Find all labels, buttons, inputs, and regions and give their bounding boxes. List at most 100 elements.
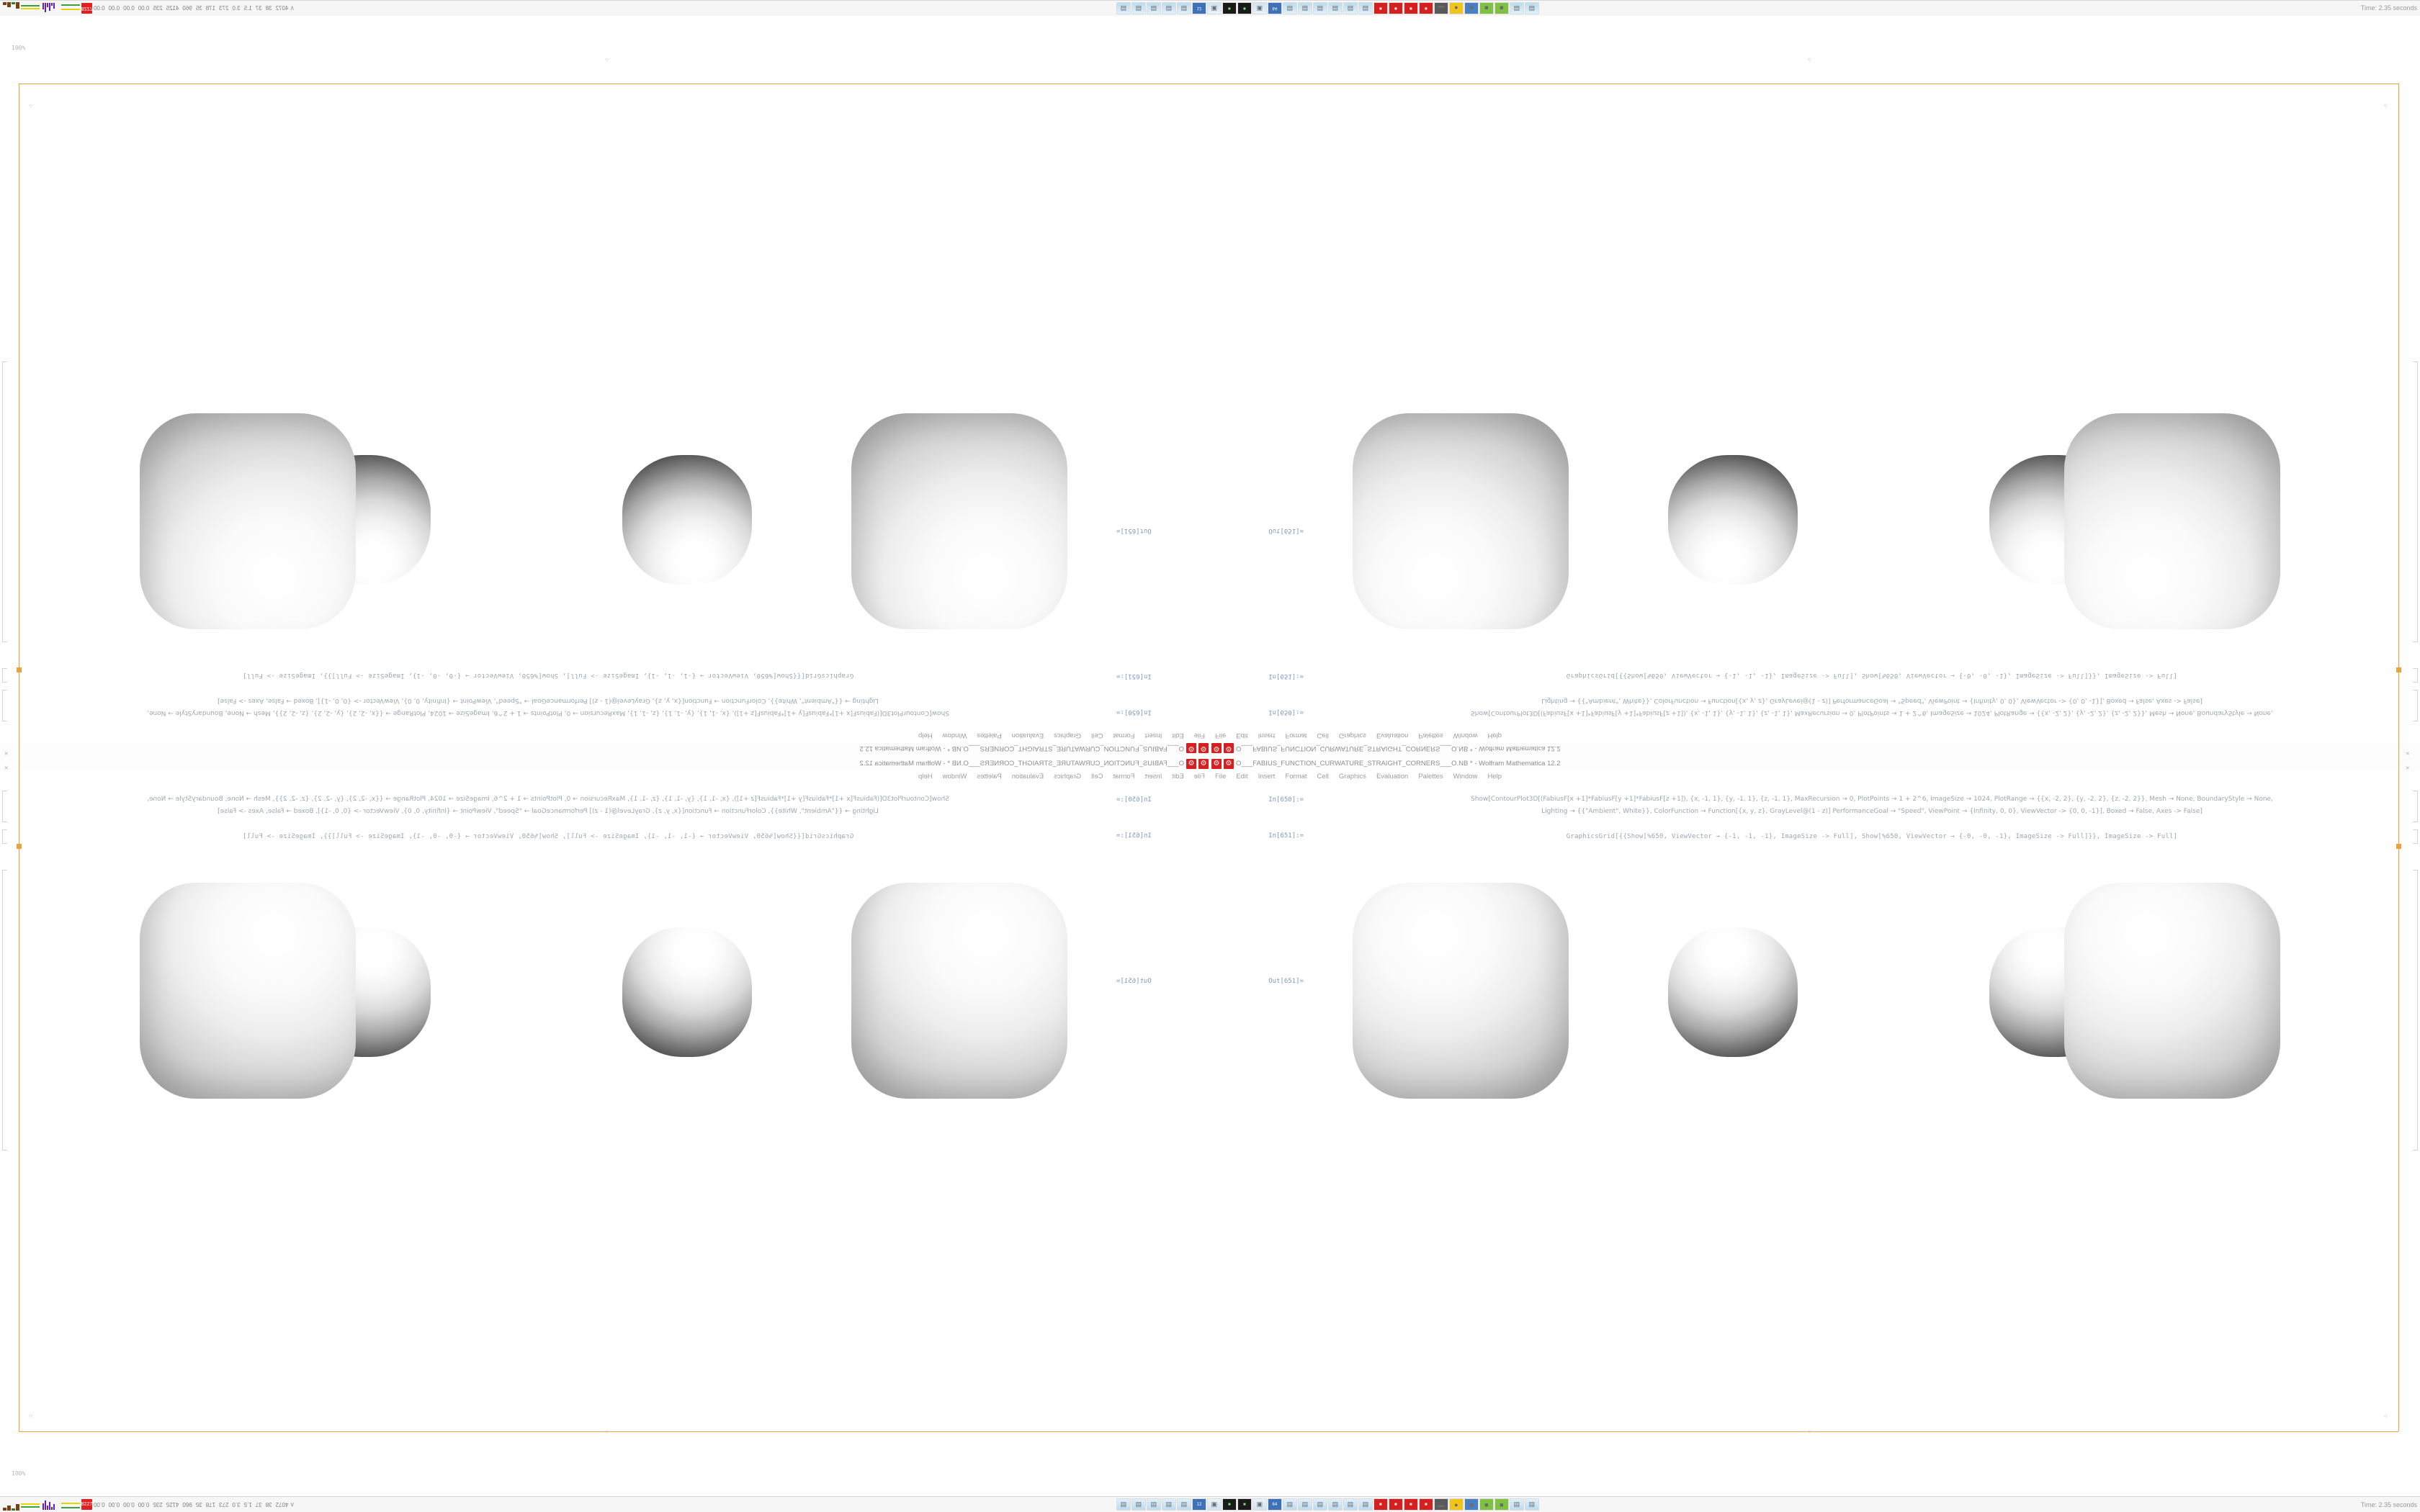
menu-item-insert[interactable]: Insert: [1144, 773, 1162, 780]
menu-item-palettes[interactable]: Palettes: [1418, 773, 1443, 780]
menu-item-format[interactable]: Format: [1113, 732, 1135, 739]
cell-code[interactable]: Show[ContourPlot3D[(FabiusF[x +1]*Fabius…: [1332, 793, 2411, 818]
notebook-quadrant-bottom-right[interactable]: ⚙ ⚙ O___FABIUS_FUNCTION_CURWATURE_STRAIGHT…: [1210, 756, 2420, 1496]
cell-bracket[interactable]: [2413, 690, 2418, 721]
gear-icon[interactable]: ⚙: [1198, 758, 1209, 769]
notepad-window[interactable]: ▤: [1282, 2, 1297, 14]
menu-item-cell[interactable]: Cell: [1317, 732, 1329, 739]
mathematica-64[interactable]: 64: [1267, 1498, 1282, 1511]
menu-item-window[interactable]: Window: [942, 732, 967, 739]
taskbar-window-list-bottom[interactable]: ▤ ▤ ▤ ▤ ▤ 12 ▣ ■ ■ ▣ 64 ▤ ▤ ▤ ▤ ▤ ▤ ■ ■ ■ ■ ▬ ● ■ ■ ■ ▤ ▤: [297, 1498, 2358, 1511]
cell-code[interactable]: Show[ContourPlot3D[(FabiusF[x +1]*Fabius…: [9, 793, 1088, 818]
notepad-window[interactable]: ▤: [1509, 2, 1524, 14]
chevron-icon[interactable]: ∧: [290, 4, 295, 12]
red-app-window[interactable]: ■: [1418, 2, 1433, 14]
input-cell[interactable]: In[651]:= GraphicsGrid[{{Show[%650, ViewV…: [0, 665, 1210, 684]
mathematica-64[interactable]: 64: [1267, 2, 1282, 14]
graphics-grid[interactable]: [1210, 347, 2420, 657]
menu-item-window[interactable]: Window: [1453, 773, 1478, 780]
terminal-window[interactable]: ■: [1222, 1498, 1237, 1511]
gear-icon[interactable]: ⚙: [1211, 758, 1222, 769]
menu-item-evaluation[interactable]: Evaluation: [1011, 732, 1044, 739]
menu-item-window[interactable]: Window: [1453, 732, 1478, 739]
contour-plot-sphere[interactable]: [622, 455, 752, 585]
notebook-title-bar[interactable]: ⚙ ⚙ O___FABIUS_FUNCTION_CURWATURE_STRAIGHT…: [1210, 756, 2420, 771]
taskbar-window-list-top[interactable]: ▤ ▤ ▤ ▤ ▤ 12 ▣ ■ ■ ▣ 64 ▤ ▤ ▤ ▤ ▤ ▤ ■ ■ ■ ■ ▬ ● ■ ■ ■ ▤ ▤: [297, 2, 2358, 14]
input-cell[interactable]: In[650]:= Show[ContourPlot3D[(FabiusF[x +…: [0, 783, 1210, 825]
notebook-menu-bar[interactable]: File Edit Insert Format Cell Graphics Evaluati…: [0, 771, 1210, 782]
menu-item-graphics[interactable]: Graphics: [1338, 773, 1366, 780]
menu-item-file[interactable]: File: [1215, 773, 1227, 780]
contour-plot-sphere[interactable]: [1668, 927, 1798, 1057]
notebook-title-bar[interactable]: ⚙ ⚙ O___FABIUS_FUNCTION_CURWATURE_STRAIGHT…: [0, 756, 1210, 771]
terminal-window[interactable]: ■: [1237, 2, 1252, 14]
contour-plot-sphere[interactable]: [1668, 455, 1798, 585]
cell-code[interactable]: GraphicsGrid[{{Show[%650, ViewVector → {…: [242, 833, 854, 840]
close-icon[interactable]: ✕: [4, 765, 9, 772]
gear-icon[interactable]: ⚙: [1224, 758, 1234, 769]
menu-item-file[interactable]: File: [1193, 732, 1205, 739]
gear-icon[interactable]: ⚙: [1186, 743, 1196, 754]
notepad-window[interactable]: ▤: [1161, 2, 1176, 14]
menu-item-evaluation[interactable]: Evaluation: [1376, 732, 1409, 739]
menu-item-edit[interactable]: Edit: [1236, 773, 1248, 780]
menu-item-format[interactable]: Format: [1285, 732, 1307, 739]
grey-app-window[interactable]: ▬: [1433, 1498, 1448, 1511]
monitor-window[interactable]: ▣: [1252, 1498, 1267, 1511]
mathematica-notebook-window[interactable]: ⚙ ⚙ O___FABIUS_FUNCTION_CURWATURE_STRAIGHT…: [0, 756, 1210, 1496]
gear-icon[interactable]: ⚙: [1198, 743, 1209, 754]
contour-plot-rounded-cube-mirror[interactable]: [2064, 413, 2280, 629]
red-app-window[interactable]: ■: [1403, 2, 1418, 14]
notebook-menu-bar[interactable]: File Edit Insert Format Cell Graphics Evaluati…: [1210, 730, 2420, 741]
notepad-window[interactable]: ▤: [1343, 1498, 1358, 1511]
close-icon[interactable]: ✕: [2406, 765, 2410, 772]
mathematica-12[interactable]: 12: [1191, 2, 1206, 14]
notepad-window[interactable]: ▤: [1146, 2, 1161, 14]
taskbar-bottom[interactable]: 8227 4072 38 37 1.5 3.0 273 178 35 960 4…: [0, 1496, 2420, 1512]
gear-icon[interactable]: ⚙: [1211, 743, 1222, 754]
red-app-window[interactable]: ■: [1373, 1498, 1388, 1511]
taskbar-system-monitors[interactable]: 8227 4072 38 37 1.5 3.0 273 178 35 960 4…: [0, 2, 297, 14]
cell-code[interactable]: GraphicsGrid[{{Show[%650, ViewVector → {…: [242, 672, 854, 679]
yellow-app-window[interactable]: ●: [1448, 2, 1464, 14]
resize-handle[interactable]: [2396, 667, 2401, 672]
notepad-window[interactable]: ▤: [1327, 2, 1343, 14]
menu-item-file[interactable]: File: [1193, 773, 1205, 780]
mathematica-notebook-window[interactable]: ⚙ ⚙ O___FABIUS_FUNCTION_CURWATURE_STRAIGHT…: [1210, 16, 2420, 756]
graphics-grid[interactable]: [0, 347, 1210, 657]
cell-code[interactable]: Show[ContourPlot3D[(FabiusF[x +1]*Fabius…: [9, 694, 1088, 719]
cell-bracket[interactable]: [2413, 870, 2418, 1151]
output-graphics-cell[interactable]: Out[651]=: [0, 855, 1210, 1165]
contour-plot-rounded-cube[interactable]: [851, 413, 1067, 629]
menu-item-format[interactable]: Format: [1113, 773, 1135, 780]
cell-bracket[interactable]: [2413, 668, 2418, 683]
menu-item-format[interactable]: Format: [1285, 773, 1307, 780]
input-cell[interactable]: In[651]:= GraphicsGrid[{{Show[%650, ViewV…: [0, 828, 1210, 847]
notebook-menu-bar[interactable]: File Edit Insert Format Cell Graphics Evaluati…: [1210, 771, 2420, 782]
menu-item-graphics[interactable]: Graphics: [1338, 732, 1366, 739]
notebook-title-bar[interactable]: ⚙ ⚙ O___FABIUS_FUNCTION_CURWATURE_STRAIGHT…: [0, 741, 1210, 756]
notepad-window[interactable]: ▤: [1282, 1498, 1297, 1511]
notebook-quadrant-bottom-left[interactable]: ⚙ ⚙ O___FABIUS_FUNCTION_CURWATURE_STRAIGHT…: [0, 756, 1210, 1496]
menu-item-palettes[interactable]: Palettes: [1418, 732, 1443, 739]
cell-code[interactable]: GraphicsGrid[{{Show[%650, ViewVector → {…: [1566, 672, 2178, 679]
monitor-window[interactable]: ▣: [1206, 2, 1222, 14]
menu-item-cell[interactable]: Cell: [1091, 773, 1103, 780]
menu-item-palettes[interactable]: Palettes: [977, 732, 1002, 739]
contour-plot-rounded-cube[interactable]: [851, 883, 1067, 1099]
contour-plot-rounded-cube[interactable]: [1353, 413, 1569, 629]
menu-item-evaluation[interactable]: Evaluation: [1376, 773, 1409, 780]
notepad-window[interactable]: ▤: [1131, 2, 1146, 14]
cell-bracket[interactable]: [2413, 361, 2418, 642]
monitor-window[interactable]: ▣: [1252, 2, 1267, 14]
notebook-quadrant-top-right[interactable]: ⚙ ⚙ O___FABIUS_FUNCTION_CURWATURE_STRAIGHT…: [1210, 16, 2420, 756]
red-app-window[interactable]: ■: [1388, 1498, 1403, 1511]
resize-handle[interactable]: [2396, 844, 2401, 849]
blue-app-window[interactable]: ■: [1464, 2, 1479, 14]
menu-item-edit[interactable]: Edit: [1172, 773, 1184, 780]
notepad-window[interactable]: ▤: [1358, 1498, 1373, 1511]
contour-plot-rounded-cube-mirror[interactable]: [140, 883, 356, 1099]
notepad-window[interactable]: ▤: [1161, 1498, 1176, 1511]
green-app-window[interactable]: ■: [1494, 1498, 1509, 1511]
cell-bracket[interactable]: [2, 829, 7, 844]
